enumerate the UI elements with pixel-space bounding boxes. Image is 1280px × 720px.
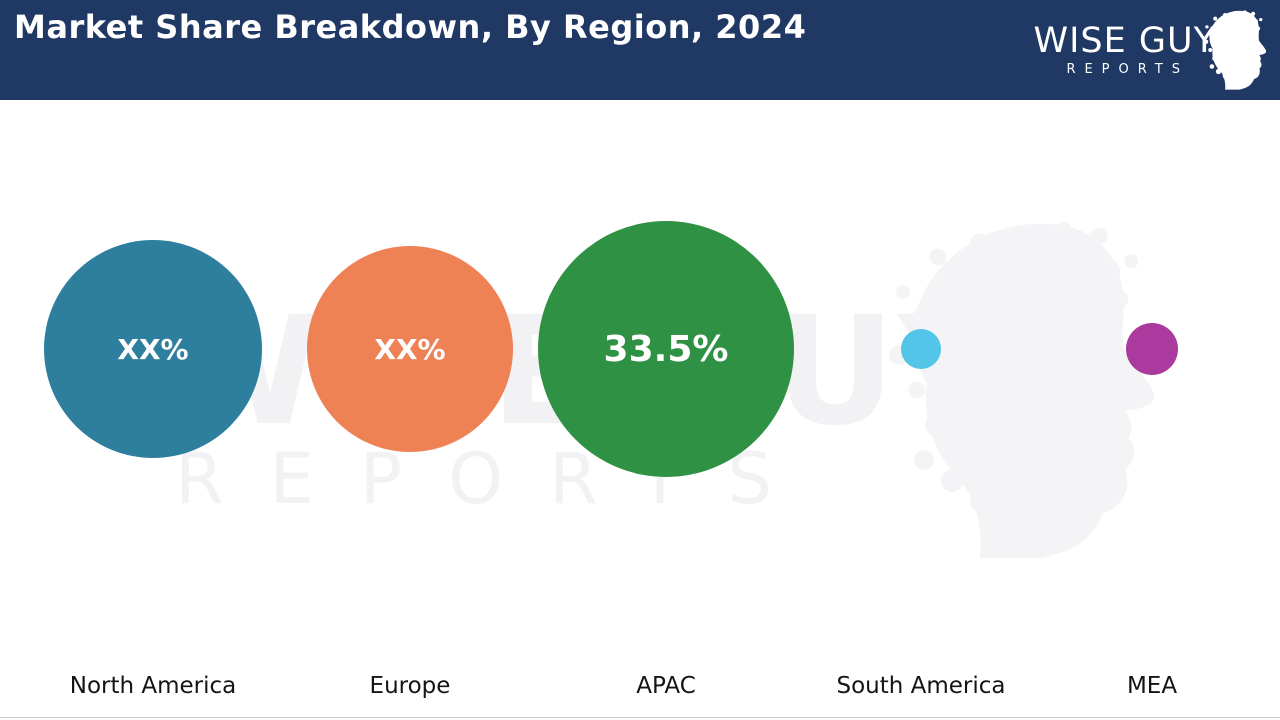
logo-subtitle: REPORTS bbox=[1066, 61, 1190, 77]
watermark-face-icon bbox=[882, 222, 1162, 558]
wiseguy-logo: WISE GUY REPORTS bbox=[1033, 0, 1268, 100]
bubble-value-europe: XX% bbox=[374, 332, 446, 366]
bubble-value-north-america: XX% bbox=[117, 332, 189, 366]
bubble-mea bbox=[1126, 323, 1178, 375]
bubble-south-america bbox=[901, 329, 941, 369]
region-label-europe: Europe bbox=[369, 673, 451, 699]
page-title: Market Share Breakdown, By Region, 2024 bbox=[14, 8, 807, 46]
region-label-apac: APAC bbox=[636, 673, 696, 699]
bubble-chart: WISE GUY REPORTS XX%North AmericaXX%Euro… bbox=[0, 100, 1280, 720]
region-label-north-america: North America bbox=[69, 673, 237, 699]
bubble-europe: XX% bbox=[307, 246, 513, 452]
logo-wordmark: WISE GUY bbox=[1033, 21, 1216, 62]
header: Market Share Breakdown, By Region, 2024 … bbox=[0, 0, 1280, 100]
region-label-mea: MEA bbox=[1126, 673, 1178, 699]
bottom-divider bbox=[0, 717, 1280, 718]
region-label-south-america: South America bbox=[836, 673, 1006, 699]
bubble-apac: 33.5% bbox=[538, 221, 794, 477]
logo-text: WISE GUY REPORTS bbox=[1033, 23, 1216, 77]
bubble-north-america: XX% bbox=[44, 240, 262, 458]
bubble-value-apac: 33.5% bbox=[603, 328, 729, 370]
